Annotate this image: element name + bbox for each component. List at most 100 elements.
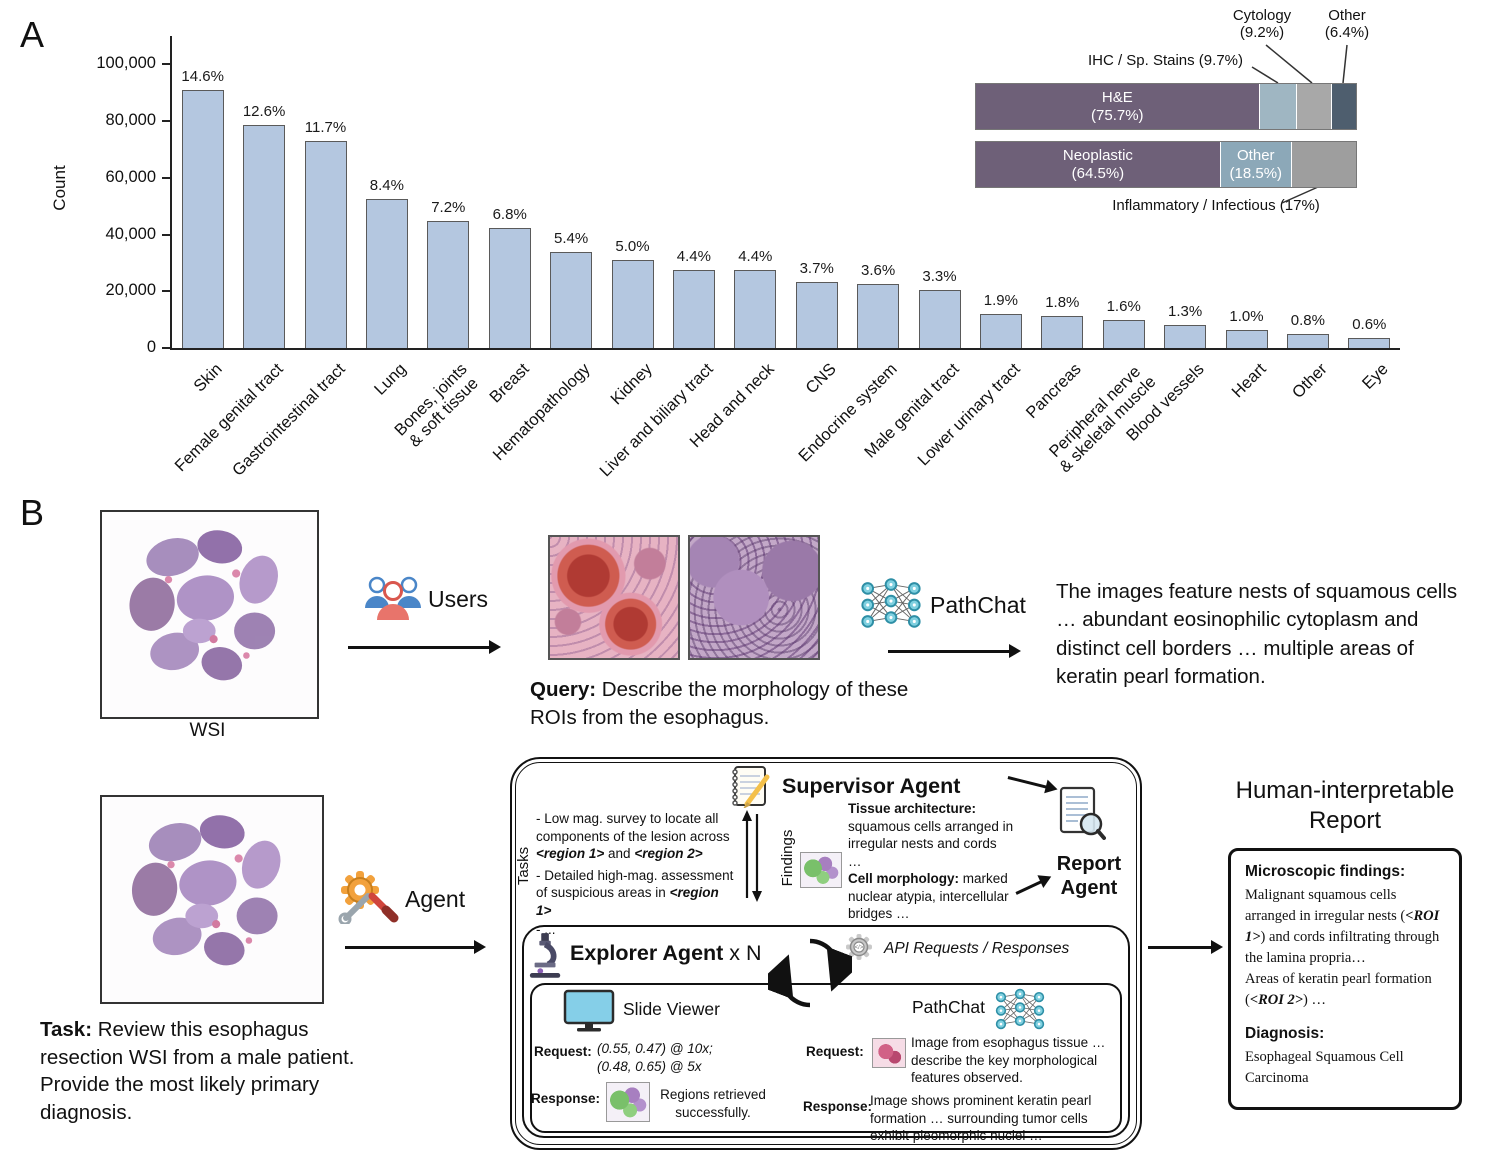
task-line-1: - Low mag. survey to locate all componen… — [536, 811, 730, 862]
task-prefix: Task: — [40, 1018, 93, 1041]
bar — [918, 290, 961, 348]
y-tick-mark — [162, 347, 171, 349]
wsi-image — [102, 797, 322, 1002]
bar — [550, 252, 593, 348]
agent-icon — [338, 871, 399, 924]
pathchat-inner-icon — [992, 986, 1048, 1032]
query-body: Describe the morphology of these ROIs fr… — [530, 678, 909, 729]
x-tick-label: Lower urinary tract — [914, 360, 1024, 470]
inset-stacked-bars: Cytology (9.2%) Other (6.4%) IHC / Sp. S… — [950, 5, 1390, 223]
y-tick-mark — [162, 290, 171, 293]
explorer-agent-box — [522, 925, 1130, 1138]
panel-a-label: A — [20, 14, 45, 55]
agent-system-box — [510, 757, 1142, 1150]
wsi-thumbnail-2 — [100, 795, 324, 1004]
bar-value-label: 1.0% — [1229, 308, 1264, 325]
tasks-findings-exchange-arrows — [742, 810, 762, 902]
slide-viewer-label: Slide Viewer — [623, 999, 720, 1019]
roi-image-1 — [548, 535, 680, 660]
cycle-arrows-icon — [768, 938, 852, 1008]
bar-value-label: 7.2% — [431, 199, 466, 216]
roi-image-2 — [688, 535, 820, 660]
y-tick-mark — [162, 120, 171, 123]
y-tick-label: 100,000 — [96, 54, 156, 73]
bar — [1041, 316, 1084, 348]
query-prefix: Query: — [530, 678, 597, 701]
y-tick-label: 0 — [146, 338, 156, 356]
explorer-agent-title: Explorer Agent x N — [570, 941, 762, 965]
inset-segment — [1259, 84, 1297, 129]
wsi-image — [102, 512, 317, 717]
bar-value-label: 4.4% — [676, 248, 711, 265]
y-tick-mark — [162, 63, 171, 66]
y-tick-label: 60,000 — [105, 167, 156, 186]
inset-segment: Neoplastic (64.5%) — [976, 142, 1221, 187]
bar — [1225, 330, 1268, 348]
bar — [672, 270, 715, 348]
bar-value-label: 3.3% — [922, 268, 957, 285]
x-tick-label: Breast — [485, 360, 533, 407]
pathchat-icon — [858, 574, 924, 632]
agent-label: Agent — [405, 886, 466, 912]
y-tick-label: 80,000 — [105, 111, 156, 130]
bar-value-label: 6.8% — [492, 206, 527, 223]
inset-segment-label: H&E (75.7%) — [1091, 89, 1144, 124]
bar-value-label: 5.4% — [553, 230, 589, 247]
inset-segment — [1296, 84, 1333, 129]
pc-response-label: Response: — [803, 1099, 873, 1114]
users-icon — [365, 576, 421, 620]
x-tick-label: Kidney — [606, 360, 656, 409]
inset-callout-cytology: Cytology (9.2%) — [1232, 7, 1292, 42]
bar — [1286, 334, 1329, 348]
diagnosis-text: Esophageal Squamous Cell Carcinoma — [1245, 1049, 1404, 1087]
bar — [795, 282, 838, 348]
bar — [365, 199, 408, 348]
inset-callout-other: Other (6.4%) — [1324, 7, 1370, 42]
svg-text:</>: </> — [855, 945, 864, 951]
bar-value-label: 1.8% — [1045, 294, 1080, 311]
bar-value-label: 0.6% — [1352, 316, 1387, 333]
inset-callout-inflammatory: Inflammatory / Infectious (17%) — [1112, 197, 1320, 214]
x-tick-label: CNS — [802, 360, 840, 398]
bar — [181, 90, 224, 348]
report-title: Human-interpretable Report — [1235, 777, 1455, 834]
wsi-caption: WSI — [189, 720, 226, 741]
sv-response-label: Response: — [531, 1091, 601, 1106]
pathchat-label: PathChat — [930, 592, 1026, 618]
task-body: Review this esophagus resection WSI from… — [40, 1018, 355, 1125]
microscope-icon — [529, 933, 561, 978]
sv-request-value: (0.55, 0.47) @ 10x; (0.48, 0.65) @ 5x — [597, 1041, 713, 1074]
bar — [734, 270, 777, 348]
task-line-2: - Detailed high-mag. assessment of suspi… — [536, 867, 734, 918]
arrow-users-to-rois — [348, 646, 490, 649]
findings-thumbnail — [800, 852, 842, 888]
arrow-box-to-report — [1148, 946, 1212, 949]
bar — [1348, 338, 1391, 348]
bar — [857, 284, 900, 348]
bar-value-label: 8.4% — [369, 177, 404, 194]
bar — [243, 125, 286, 348]
bar-value-label: 12.6% — [242, 103, 286, 120]
x-tick-label: Gastrointestinal tract — [228, 360, 349, 480]
supervisor-agent-title: Supervisor Agent — [782, 774, 961, 798]
pc-request-thumbnail — [872, 1038, 906, 1068]
bar — [488, 228, 531, 348]
sv-request-label: Request: — [534, 1044, 592, 1059]
users-label: Users — [428, 586, 489, 612]
y-tick-label: 40,000 — [105, 224, 156, 243]
bar-value-label: 11.7% — [304, 119, 347, 136]
pc-request-value: Image from esophagus tissue … describe t… — [911, 1035, 1106, 1086]
panel-b-label: B — [20, 492, 45, 533]
inset-segment: Other (18.5%) — [1220, 142, 1292, 187]
arrow-agent-to-box — [345, 946, 475, 949]
x-tick-label: Heart — [1227, 360, 1270, 402]
report-document-icon — [1059, 786, 1106, 840]
diagnosis-distribution-bar: Neoplastic (64.5%) Other (18.5%) — [975, 141, 1357, 188]
bar-value-label: 1.6% — [1106, 298, 1141, 315]
report-box: Microscopic findings: Malignant squamous… — [1228, 848, 1462, 1110]
x-tick-label: Liver and biliary tract — [596, 360, 717, 481]
bar-value-label: 4.4% — [738, 248, 773, 265]
x-tick-label: Other — [1288, 360, 1331, 402]
y-tick-mark — [162, 176, 171, 179]
